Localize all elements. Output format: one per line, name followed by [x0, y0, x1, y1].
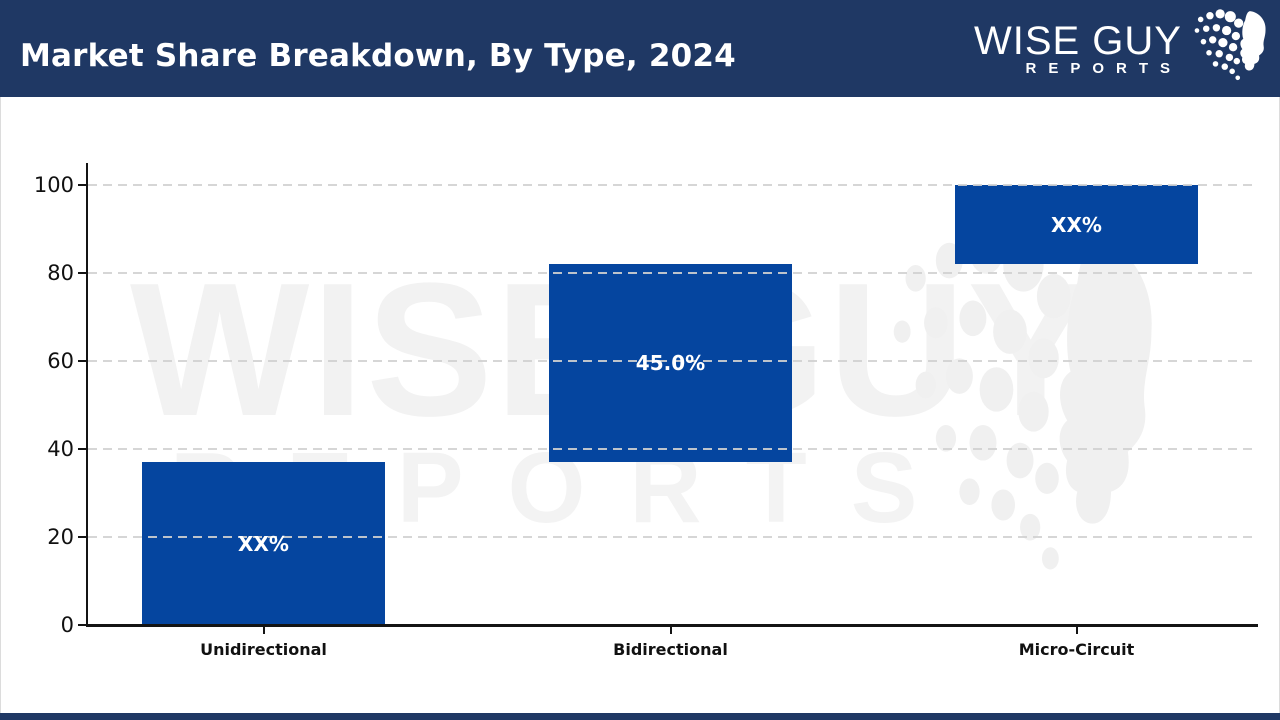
bar-value-label: 45.0% [635, 351, 706, 376]
y-tick-label: 80 [47, 261, 74, 285]
y-tick-label: 0 [60, 613, 74, 637]
x-tick-mark [1075, 626, 1078, 634]
x-tick-mark [262, 626, 265, 634]
y-gridline [88, 272, 1252, 274]
x-tick-mark [669, 626, 672, 634]
bar-segment [955, 185, 1198, 265]
y-tick-label: 40 [47, 437, 74, 461]
y-tick-mark [78, 272, 86, 274]
brand-logo: WISE GUY REPORTS [974, 6, 1272, 94]
page-title: Market Share Breakdown, By Type, 2024 [20, 37, 736, 74]
bar-segment [142, 462, 385, 625]
bar-value-label: XX% [1051, 212, 1102, 237]
bar-segment [549, 264, 792, 463]
y-tick-mark [78, 624, 86, 626]
x-axis-label: Unidirectional [200, 640, 327, 659]
y-tick-label: 100 [33, 173, 74, 197]
x-axis-spine [86, 624, 1258, 627]
watermark-head-icon [893, 229, 1152, 570]
y-tick-label: 60 [47, 349, 74, 373]
y-gridline [88, 448, 1252, 450]
logo-head-icon [1194, 8, 1266, 80]
header-banner: Market Share Breakdown, By Type, 2024 WI… [0, 0, 1280, 97]
y-axis-spine [86, 163, 88, 627]
y-gridline [88, 360, 1252, 362]
y-tick-mark [78, 360, 86, 362]
left-edge-line [0, 97, 1, 713]
x-axis-label: Micro-Circuit [1018, 640, 1135, 659]
y-tick-mark [78, 184, 86, 186]
y-tick-mark [78, 536, 86, 538]
y-tick-mark [78, 448, 86, 450]
y-gridline [88, 184, 1252, 186]
logo-subtext: REPORTS [1025, 60, 1182, 77]
logo-wordmark: WISE GUY [973, 19, 1182, 63]
y-tick-label: 20 [47, 525, 74, 549]
bar-value-label: XX% [238, 531, 289, 556]
y-gridline [88, 536, 1252, 538]
footer-bar [0, 713, 1280, 720]
x-axis-label: Bidirectional [613, 640, 728, 659]
